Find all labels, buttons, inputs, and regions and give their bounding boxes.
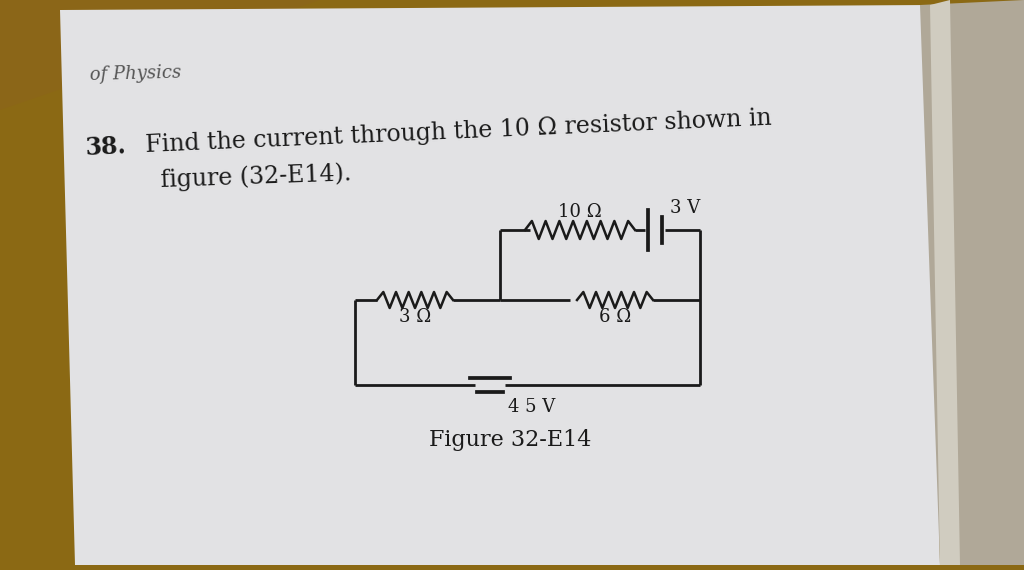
- Polygon shape: [0, 0, 319, 110]
- Polygon shape: [920, 0, 1024, 565]
- Polygon shape: [930, 0, 961, 565]
- Text: 10 Ω: 10 Ω: [558, 203, 602, 221]
- Text: of Physics: of Physics: [90, 64, 182, 84]
- Text: Find the current through the 10 Ω resistor shown in: Find the current through the 10 Ω resist…: [145, 107, 772, 157]
- Text: 3 Ω: 3 Ω: [399, 308, 431, 326]
- Text: 3 V: 3 V: [670, 199, 700, 217]
- Polygon shape: [60, 5, 940, 565]
- Text: 6 Ω: 6 Ω: [599, 308, 631, 326]
- Text: 38.: 38.: [85, 134, 127, 160]
- Text: 4 5 V: 4 5 V: [508, 398, 555, 416]
- Text: figure (32-E14).: figure (32-E14).: [160, 162, 351, 192]
- Text: Figure 32-E14: Figure 32-E14: [429, 429, 591, 451]
